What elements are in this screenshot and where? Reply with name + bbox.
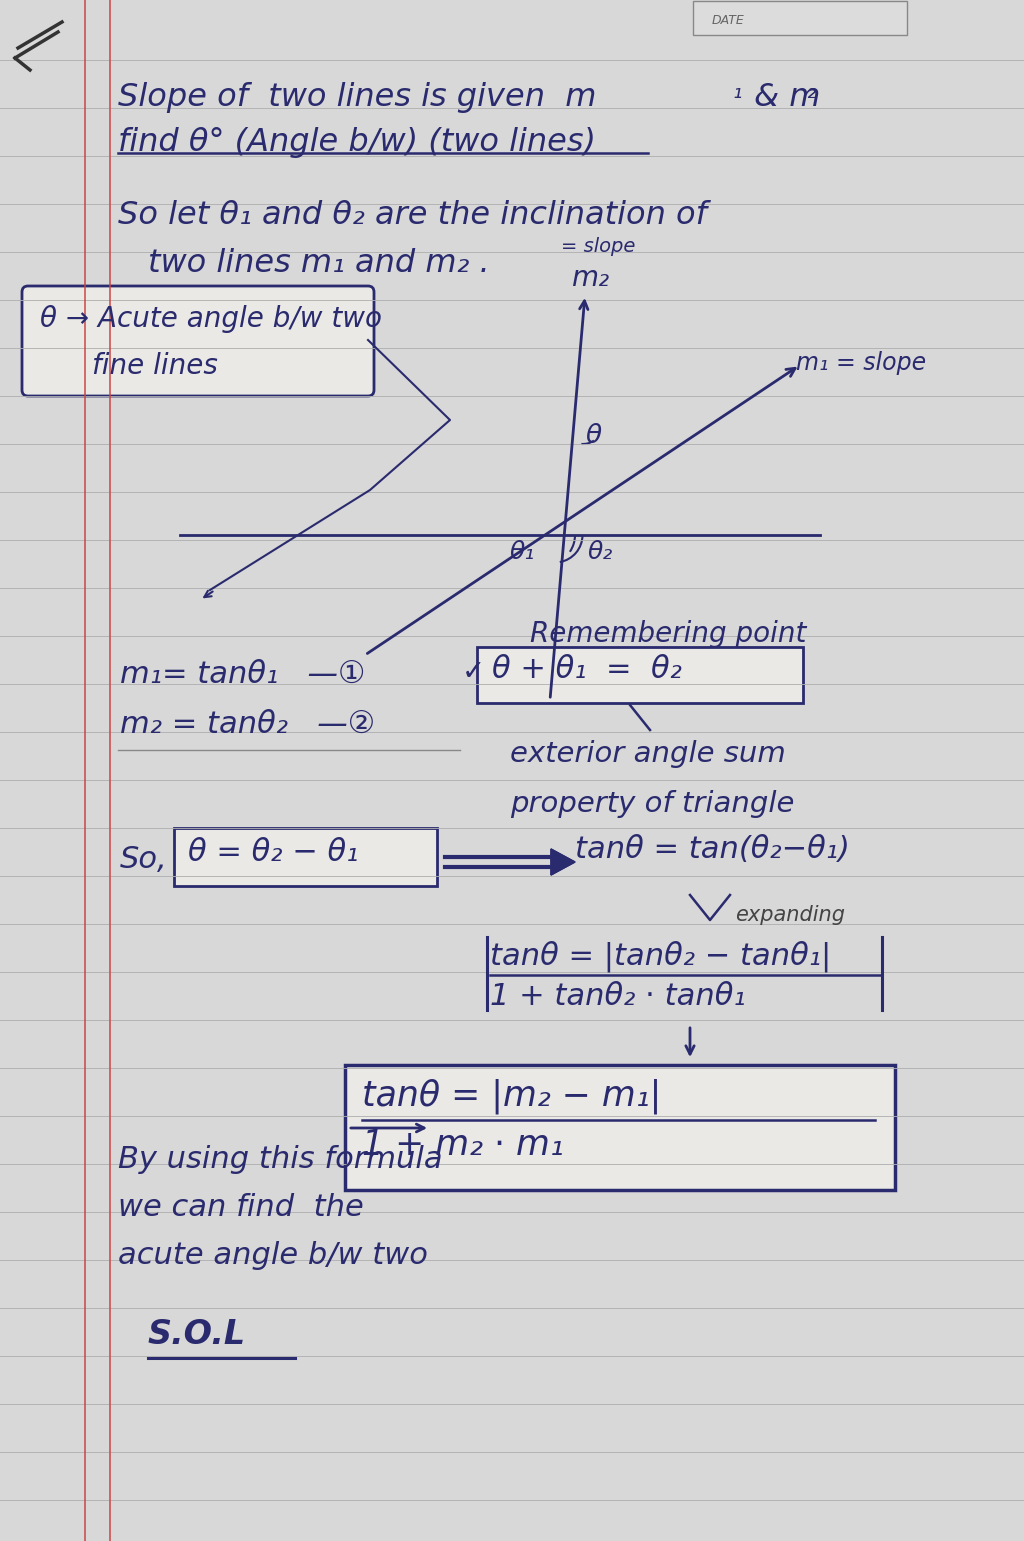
Text: = slope: = slope xyxy=(561,237,635,256)
Text: ✓: ✓ xyxy=(462,658,485,686)
Text: ₁: ₁ xyxy=(732,79,741,103)
FancyBboxPatch shape xyxy=(345,1065,895,1190)
Text: Slope of  two lines is given  m: Slope of two lines is given m xyxy=(118,82,596,112)
Text: By using this formula: By using this formula xyxy=(118,1145,442,1174)
Text: & m: & m xyxy=(744,82,820,112)
Text: So let θ₁ and θ₂ are the inclination of: So let θ₁ and θ₂ are the inclination of xyxy=(118,200,707,231)
Text: expanding: expanding xyxy=(735,905,845,925)
Text: m₁= tanθ₁   —①: m₁= tanθ₁ —① xyxy=(120,660,366,689)
Text: property of triangle: property of triangle xyxy=(510,791,795,818)
Text: 1 + tanθ₂ ⋅ tanθ₁: 1 + tanθ₂ ⋅ tanθ₁ xyxy=(490,982,745,1011)
Polygon shape xyxy=(551,849,575,875)
Text: m₁ = slope: m₁ = slope xyxy=(796,351,926,374)
Text: θ₁: θ₁ xyxy=(510,539,536,564)
Text: 1 + m₂ ⋅ m₁: 1 + m₂ ⋅ m₁ xyxy=(362,1128,564,1162)
Text: θ₂: θ₂ xyxy=(587,539,612,564)
Text: acute angle b/w two: acute angle b/w two xyxy=(118,1241,428,1270)
Text: Remembering point: Remembering point xyxy=(530,619,806,649)
Text: tanθ = |m₂ − m₁|: tanθ = |m₂ − m₁| xyxy=(362,1079,662,1114)
Text: find θ° (Angle b/w) (two lines): find θ° (Angle b/w) (two lines) xyxy=(118,126,596,159)
FancyBboxPatch shape xyxy=(693,2,907,35)
Text: exterior angle sum: exterior angle sum xyxy=(510,740,785,767)
FancyBboxPatch shape xyxy=(477,647,803,703)
Text: S.O.L: S.O.L xyxy=(148,1318,246,1351)
FancyBboxPatch shape xyxy=(174,828,437,886)
Text: tanθ = |tanθ₂ − tanθ₁|: tanθ = |tanθ₂ − tanθ₁| xyxy=(490,940,831,971)
Text: ₂: ₂ xyxy=(806,79,815,103)
Text: θ → Acute angle b/w two: θ → Acute angle b/w two xyxy=(40,305,382,333)
Text: θ: θ xyxy=(585,422,601,448)
Text: we can find  the: we can find the xyxy=(118,1193,364,1222)
Text: So,: So, xyxy=(120,844,168,874)
Text: DATE: DATE xyxy=(712,14,744,26)
Text: tanθ = tan(θ₂−θ₁): tanθ = tan(θ₂−θ₁) xyxy=(575,835,850,865)
FancyBboxPatch shape xyxy=(22,287,374,396)
Text: two lines m₁ and m₂ .: two lines m₁ and m₂ . xyxy=(148,248,489,279)
Polygon shape xyxy=(551,849,575,875)
Text: θ = θ₂ − θ₁: θ = θ₂ − θ₁ xyxy=(188,838,358,868)
Text: m₂ = tanθ₂   —②: m₂ = tanθ₂ —② xyxy=(120,710,375,740)
Text: m₂: m₂ xyxy=(571,264,609,291)
Text: fine lines: fine lines xyxy=(92,351,218,381)
Text: θ + θ₁  =  θ₂: θ + θ₁ = θ₂ xyxy=(492,655,682,684)
